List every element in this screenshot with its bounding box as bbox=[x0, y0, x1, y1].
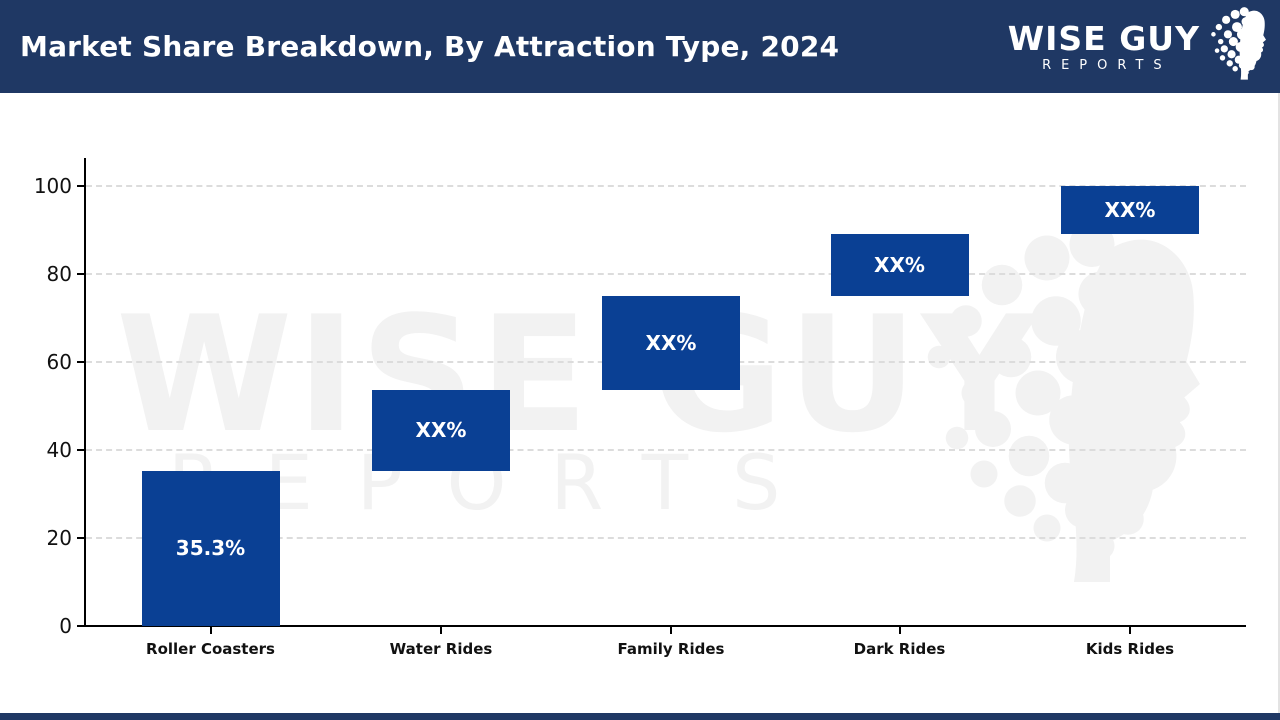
y-tick-80 bbox=[77, 272, 85, 275]
x-category-label-0: Roller Coasters bbox=[146, 640, 275, 658]
y-axis-line bbox=[84, 158, 86, 627]
brand-logo-text: WISE GUY REPORTS bbox=[1008, 22, 1200, 72]
bar-roller-coasters: 35.3% bbox=[141, 470, 280, 626]
bar-kids-rides: XX% bbox=[1061, 185, 1199, 235]
x-tick-4 bbox=[1129, 627, 1131, 634]
y-tick-0 bbox=[77, 625, 85, 627]
y-tick-40 bbox=[77, 448, 85, 451]
y-tick-label-60: 60 bbox=[46, 349, 72, 374]
brand-logo-reports: REPORTS bbox=[1042, 57, 1172, 73]
bar-value-label: XX% bbox=[645, 331, 697, 356]
y-tick-label-40: 40 bbox=[46, 437, 72, 462]
bar-water-rides: XX% bbox=[372, 390, 510, 471]
x-category-label-4: Kids Rides bbox=[1085, 640, 1175, 658]
x-category-label-3: Dark Rides bbox=[853, 640, 946, 658]
x-category-label-1: Water Rides bbox=[389, 640, 493, 658]
x-tick-1 bbox=[440, 627, 442, 634]
footer-bar bbox=[0, 713, 1280, 720]
bar-value-label: 35.3% bbox=[175, 536, 246, 561]
x-category-label-2: Family Rides bbox=[617, 640, 725, 658]
x-tick-0 bbox=[209, 627, 212, 634]
gridline-20 bbox=[86, 536, 1246, 539]
x-axis-line bbox=[84, 625, 1246, 627]
watermark-text-wiseguy: WISE GUY bbox=[116, 281, 1042, 468]
y-tick-label-20: 20 bbox=[46, 525, 72, 550]
bar-dark-rides: XX% bbox=[830, 234, 969, 297]
gridline-100 bbox=[86, 184, 1246, 187]
brand-face-icon bbox=[1211, 6, 1266, 80]
y-tick-label-0: 0 bbox=[59, 614, 72, 638]
bar-value-label: XX% bbox=[415, 418, 467, 443]
x-tick-3 bbox=[898, 627, 901, 634]
y-tick-20 bbox=[77, 536, 85, 539]
bar-value-label: XX% bbox=[874, 253, 925, 278]
brand-logo: WISE GUY REPORTS bbox=[1008, 6, 1280, 87]
gridline-80 bbox=[86, 272, 1246, 275]
gridline-40 bbox=[86, 448, 1246, 451]
chart-right-border bbox=[1278, 93, 1280, 713]
header-bar: Market Share Breakdown, By Attraction Ty… bbox=[0, 0, 1280, 93]
bar-value-label: XX% bbox=[1104, 198, 1156, 223]
y-tick-label-80: 80 bbox=[46, 261, 72, 286]
y-tick-100 bbox=[77, 184, 85, 187]
bar-family-rides: XX% bbox=[602, 296, 740, 391]
x-tick-2 bbox=[670, 627, 672, 634]
page-title: Market Share Breakdown, By Attraction Ty… bbox=[20, 30, 840, 63]
brand-logo-wiseguy: WISE GUY bbox=[1007, 18, 1200, 58]
y-tick-label-100: 100 bbox=[33, 173, 72, 198]
y-tick-60 bbox=[77, 360, 85, 363]
